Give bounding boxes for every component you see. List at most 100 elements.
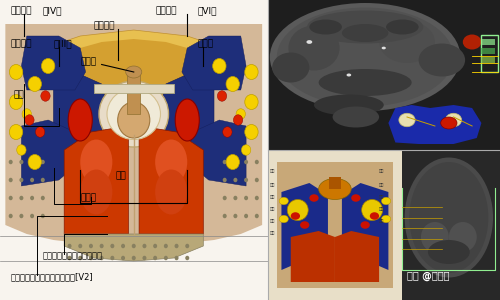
Ellipse shape [30,196,34,200]
Ellipse shape [272,52,310,83]
Ellipse shape [440,117,457,129]
Polygon shape [64,234,203,261]
Ellipse shape [99,81,168,147]
Text: 三叉: 三叉 [270,207,275,211]
Polygon shape [329,177,340,189]
Ellipse shape [222,214,226,218]
Ellipse shape [10,64,22,80]
Text: 颈动: 颈动 [270,183,275,187]
Ellipse shape [234,160,237,164]
Ellipse shape [41,196,45,200]
Polygon shape [0,0,268,300]
Ellipse shape [410,162,488,273]
Ellipse shape [291,212,300,220]
Ellipse shape [242,145,251,155]
Ellipse shape [41,160,45,164]
Polygon shape [187,120,246,186]
Ellipse shape [153,256,157,260]
Ellipse shape [8,178,12,182]
Ellipse shape [234,214,237,218]
Text: 硬脑膜: 硬脑膜 [198,39,214,48]
Ellipse shape [318,69,412,96]
Ellipse shape [332,106,379,128]
Ellipse shape [153,244,157,248]
Bar [482,34,498,72]
Ellipse shape [418,44,465,76]
Ellipse shape [449,222,476,252]
Ellipse shape [446,113,462,127]
Ellipse shape [463,34,481,50]
Polygon shape [182,36,246,90]
Ellipse shape [288,200,308,220]
Ellipse shape [346,74,351,76]
Ellipse shape [8,214,12,218]
Ellipse shape [100,244,103,248]
Text: （VI）: （VI） [198,6,218,15]
Polygon shape [127,72,140,114]
Text: 鞍膈: 鞍膈 [14,90,24,99]
Text: 三叉神经第一支（眼神经）: 三叉神经第一支（眼神经） [43,251,103,260]
Ellipse shape [382,197,390,205]
Ellipse shape [310,20,342,34]
Ellipse shape [212,58,226,74]
Ellipse shape [41,214,45,218]
Polygon shape [6,24,262,243]
Text: 上颌: 上颌 [270,231,275,235]
Ellipse shape [121,256,125,260]
Ellipse shape [222,160,226,164]
Polygon shape [291,231,335,282]
Ellipse shape [382,46,386,49]
Text: 颈内: 颈内 [379,183,384,187]
Polygon shape [282,183,328,270]
Polygon shape [54,30,214,114]
Ellipse shape [174,244,178,248]
Ellipse shape [342,24,388,42]
Ellipse shape [236,109,246,119]
Bar [482,48,496,54]
Text: 颈内动脉: 颈内动脉 [94,21,115,30]
Text: 眼动: 眼动 [379,219,384,223]
Ellipse shape [20,214,24,218]
Ellipse shape [8,196,12,200]
Ellipse shape [24,115,34,125]
Bar [482,39,496,45]
Polygon shape [335,231,379,282]
Ellipse shape [306,40,312,44]
Ellipse shape [121,244,125,248]
Ellipse shape [28,154,42,169]
Ellipse shape [20,160,24,164]
Ellipse shape [36,127,45,137]
Text: 滑车神经: 滑车神经 [10,6,32,15]
Ellipse shape [379,21,435,63]
Ellipse shape [244,160,248,164]
Polygon shape [277,162,393,288]
Ellipse shape [245,124,258,140]
Text: 海绵: 海绵 [379,195,384,199]
Polygon shape [342,183,388,270]
Ellipse shape [279,215,288,223]
Text: 视交: 视交 [379,207,384,211]
Ellipse shape [28,76,42,92]
Text: 垂体: 垂体 [270,169,275,173]
Ellipse shape [351,194,360,202]
Ellipse shape [370,212,379,220]
Ellipse shape [41,178,45,182]
Ellipse shape [132,256,136,260]
Text: 海绵: 海绵 [270,195,275,199]
Ellipse shape [155,140,188,184]
Ellipse shape [360,221,370,229]
Ellipse shape [185,244,190,248]
Ellipse shape [404,158,493,278]
Ellipse shape [421,222,449,252]
Ellipse shape [174,256,178,260]
Ellipse shape [42,58,55,74]
Ellipse shape [245,64,258,80]
Ellipse shape [142,244,146,248]
Ellipse shape [226,154,239,169]
Text: （IV）: （IV） [43,6,62,15]
Ellipse shape [68,99,92,141]
Ellipse shape [399,113,415,127]
Ellipse shape [10,94,22,110]
Ellipse shape [255,160,259,164]
Ellipse shape [30,214,34,218]
